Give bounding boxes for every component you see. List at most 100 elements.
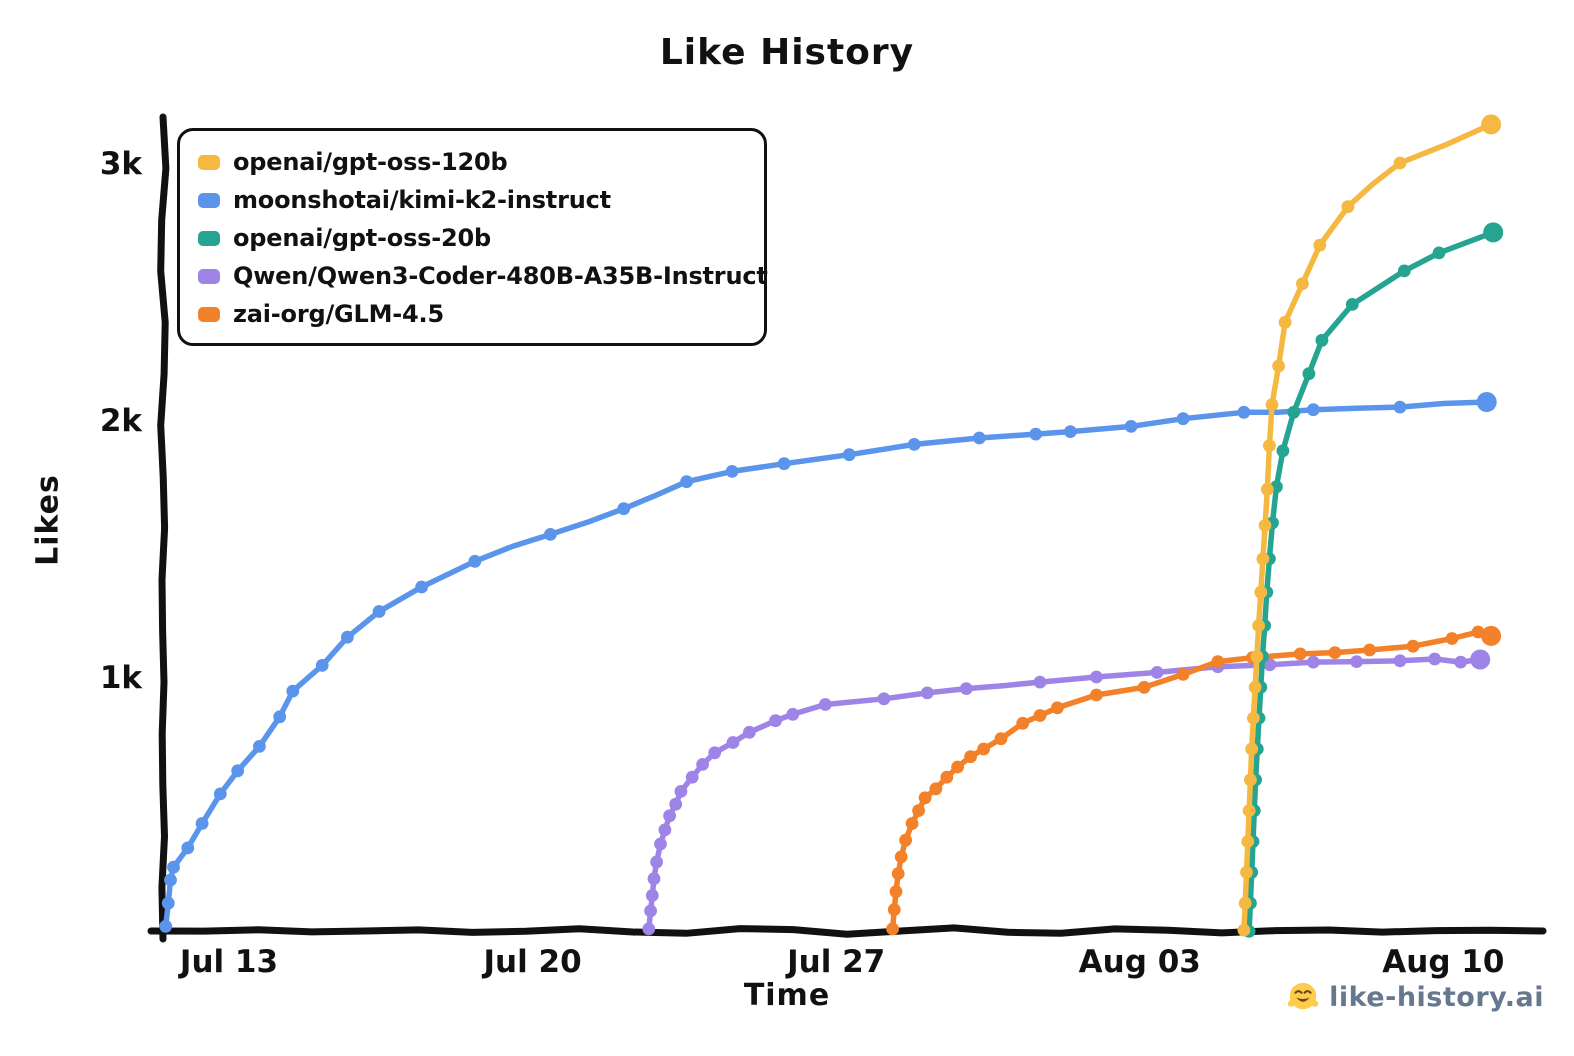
data-point-qwen-qwen3-coder-480b-a35b-instruct (1428, 652, 1442, 666)
data-point-openai-gpt-oss-120b (1260, 483, 1274, 496)
data-point-moonshotai-kimi-k2-instruct (213, 787, 227, 801)
data-point-moonshotai-kimi-k2-instruct (167, 860, 180, 874)
data-point-openai-gpt-oss-120b (1341, 200, 1355, 214)
data-point-zai-org-glm-4-5 (1293, 647, 1307, 661)
data-point-moonshotai-kimi-k2-instruct (372, 605, 386, 618)
data-point-moonshotai-kimi-k2-instruct (1237, 405, 1251, 419)
y-tick-label: 3k (100, 146, 144, 182)
series-line-openai-gpt-oss-20b (1246, 229, 1496, 935)
data-point-moonshotai-kimi-k2-instruct (1476, 392, 1497, 412)
data-point-zai-org-glm-4-5 (951, 760, 964, 774)
x-axis-line (147, 924, 1547, 938)
data-point-openai-gpt-oss-20b (1302, 367, 1316, 381)
data-point-qwen-qwen3-coder-480b-a35b-instruct (642, 922, 656, 936)
data-point-moonshotai-kimi-k2-instruct (842, 448, 856, 462)
data-point-openai-gpt-oss-120b (1263, 439, 1276, 453)
data-point-openai-gpt-oss-20b (1315, 333, 1329, 347)
legend-swatch (198, 154, 220, 170)
legend-swatch (198, 306, 220, 322)
data-point-qwen-qwen3-coder-480b-a35b-instruct (726, 736, 740, 749)
data-point-moonshotai-kimi-k2-instruct (680, 475, 693, 489)
data-point-zai-org-glm-4-5 (964, 750, 977, 764)
data-point-openai-gpt-oss-120b (1238, 896, 1252, 910)
data-point-qwen-qwen3-coder-480b-a35b-instruct (647, 872, 661, 886)
data-point-qwen-qwen3-coder-480b-a35b-instruct (1263, 658, 1277, 672)
data-point-zai-org-glm-4-5 (894, 850, 908, 864)
data-point-zai-org-glm-4-5 (1363, 643, 1376, 657)
data-point-openai-gpt-oss-120b (1313, 238, 1327, 252)
data-point-moonshotai-kimi-k2-instruct (161, 896, 175, 910)
data-point-moonshotai-kimi-k2-instruct (777, 457, 791, 471)
data-point-moonshotai-kimi-k2-instruct (1124, 420, 1138, 433)
series-line-qwen-qwen3-coder-480b-a35b-instruct (646, 656, 1483, 932)
data-point-zai-org-glm-4-5 (886, 922, 899, 936)
data-point-openai-gpt-oss-120b (1248, 680, 1262, 694)
legend-swatch (198, 268, 220, 284)
data-point-moonshotai-kimi-k2-instruct (253, 740, 266, 753)
data-point-openai-gpt-oss-120b (1245, 742, 1259, 756)
data-point-openai-gpt-oss-120b (1247, 711, 1260, 725)
data-point-openai-gpt-oss-20b (1483, 222, 1504, 243)
data-point-moonshotai-kimi-k2-instruct (1393, 400, 1407, 414)
data-point-qwen-qwen3-coder-480b-a35b-instruct (696, 758, 709, 771)
data-point-openai-gpt-oss-120b (1240, 865, 1253, 879)
data-point-openai-gpt-oss-120b (1241, 835, 1255, 848)
data-point-qwen-qwen3-coder-480b-a35b-instruct (1033, 675, 1047, 689)
legend-swatch (198, 230, 220, 246)
watermark: like-history.ai (1286, 980, 1544, 1014)
data-point-moonshotai-kimi-k2-instruct (972, 431, 986, 445)
data-point-moonshotai-kimi-k2-instruct (415, 580, 428, 594)
data-point-qwen-qwen3-coder-480b-a35b-instruct (769, 714, 782, 728)
data-point-openai-gpt-oss-120b (1252, 619, 1265, 632)
series-line-zai-org-glm-4-5 (889, 629, 1494, 932)
data-point-moonshotai-kimi-k2-instruct (617, 502, 631, 516)
data-point-moonshotai-kimi-k2-instruct (1064, 425, 1077, 438)
data-point-qwen-qwen3-coder-480b-a35b-instruct (1090, 670, 1103, 684)
data-point-qwen-qwen3-coder-480b-a35b-instruct (685, 770, 699, 784)
data-point-moonshotai-kimi-k2-instruct (315, 659, 329, 672)
data-point-moonshotai-kimi-k2-instruct (341, 630, 354, 644)
data-point-qwen-qwen3-coder-480b-a35b-instruct (786, 707, 800, 721)
legend-item: moonshotai/kimi-k2-instruct (198, 186, 746, 214)
legend-item: openai/gpt-oss-20b (198, 224, 746, 252)
data-point-openai-gpt-oss-20b (1397, 264, 1411, 278)
legend-swatch (198, 192, 220, 208)
data-point-qwen-qwen3-coder-480b-a35b-instruct (959, 682, 973, 695)
data-point-zai-org-glm-4-5 (1406, 639, 1420, 653)
data-point-moonshotai-kimi-k2-instruct (468, 554, 482, 568)
data-point-openai-gpt-oss-120b (1481, 114, 1502, 135)
data-point-zai-org-glm-4-5 (1445, 632, 1459, 645)
data-point-openai-gpt-oss-120b (1237, 923, 1251, 937)
data-point-openai-gpt-oss-120b (1393, 156, 1407, 170)
data-point-qwen-qwen3-coder-480b-a35b-instruct (645, 889, 659, 902)
data-point-qwen-qwen3-coder-480b-a35b-instruct (663, 809, 676, 823)
data-point-moonshotai-kimi-k2-instruct (1029, 427, 1043, 441)
data-point-qwen-qwen3-coder-480b-a35b-instruct (818, 698, 832, 711)
watermark-text: like-history.ai (1329, 981, 1544, 1013)
data-point-openai-gpt-oss-120b (1265, 398, 1279, 411)
data-point-moonshotai-kimi-k2-instruct (907, 438, 921, 451)
data-point-openai-gpt-oss-120b (1296, 277, 1309, 291)
legend-label: openai/gpt-oss-120b (233, 148, 508, 176)
data-point-moonshotai-kimi-k2-instruct (1176, 412, 1190, 426)
data-point-qwen-qwen3-coder-480b-a35b-instruct (658, 823, 672, 837)
data-point-moonshotai-kimi-k2-instruct (1306, 403, 1320, 417)
legend-item: Qwen/Qwen3-Coder-480B-A35B-Instruct (198, 262, 768, 290)
data-point-zai-org-glm-4-5 (977, 742, 990, 756)
data-point-zai-org-glm-4-5 (940, 770, 954, 784)
data-point-moonshotai-kimi-k2-instruct (286, 684, 300, 698)
data-point-zai-org-glm-4-5 (891, 867, 905, 880)
data-point-zai-org-glm-4-5 (929, 782, 943, 796)
y-tick-label: 1k (100, 660, 144, 696)
data-point-qwen-qwen3-coder-480b-a35b-instruct (1350, 655, 1363, 668)
data-point-zai-org-glm-4-5 (899, 833, 912, 847)
data-point-zai-org-glm-4-5 (1211, 655, 1225, 668)
legend-label: Qwen/Qwen3-Coder-480B-A35B-Instruct (233, 262, 768, 290)
data-point-zai-org-glm-4-5 (918, 791, 932, 805)
data-point-zai-org-glm-4-5 (1090, 688, 1103, 702)
y-tick-label: 2k (100, 403, 144, 439)
data-point-zai-org-glm-4-5 (887, 903, 901, 916)
data-point-zai-org-glm-4-5 (1328, 646, 1342, 659)
data-point-openai-gpt-oss-120b (1254, 585, 1268, 599)
data-point-openai-gpt-oss-20b (1432, 246, 1446, 260)
